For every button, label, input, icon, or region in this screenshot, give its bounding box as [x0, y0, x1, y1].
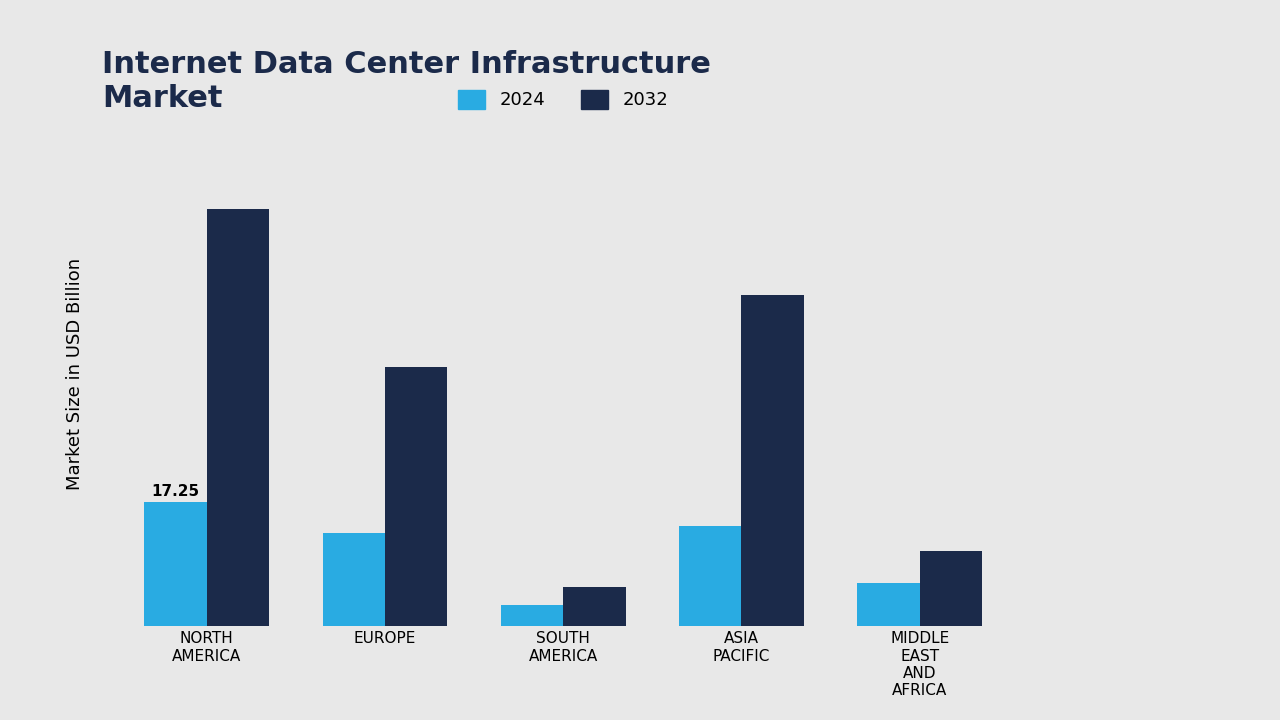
- Bar: [680, 526, 741, 626]
- Bar: [385, 367, 447, 626]
- Bar: [145, 503, 206, 626]
- Bar: [500, 605, 563, 626]
- Text: 17.25: 17.25: [151, 484, 200, 498]
- Bar: [741, 295, 804, 626]
- Y-axis label: Market Size in USD Billion: Market Size in USD Billion: [65, 258, 83, 490]
- Bar: [206, 209, 269, 626]
- Bar: [563, 587, 626, 626]
- Bar: [323, 533, 385, 626]
- Text: Internet Data Center Infrastructure
Market: Internet Data Center Infrastructure Mark…: [102, 50, 712, 113]
- Legend: 2024, 2032: 2024, 2032: [449, 81, 677, 118]
- Bar: [858, 583, 920, 626]
- Bar: [920, 551, 982, 626]
